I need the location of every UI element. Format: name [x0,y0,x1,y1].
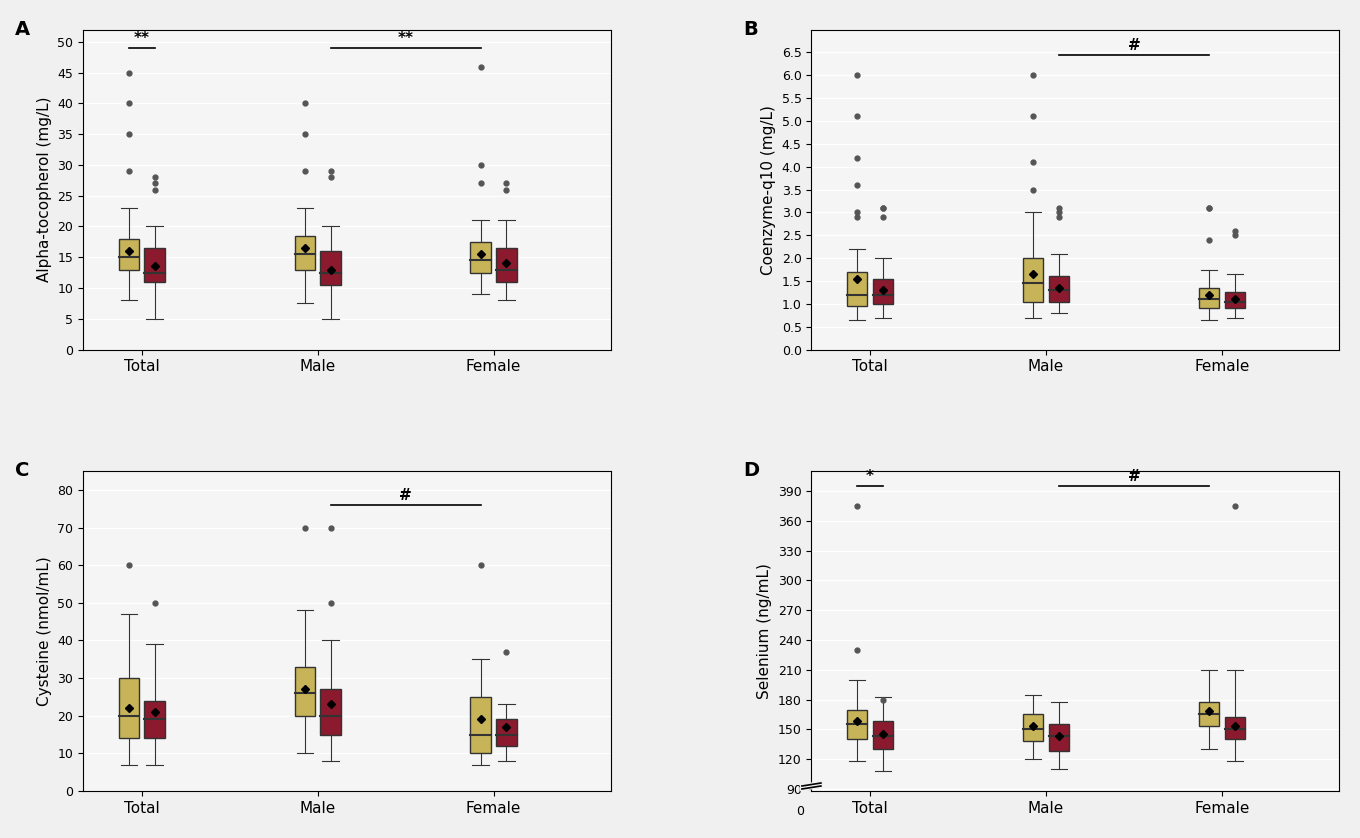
FancyBboxPatch shape [1049,277,1069,302]
FancyBboxPatch shape [1049,724,1069,751]
FancyBboxPatch shape [873,722,894,749]
Text: C: C [15,462,29,480]
FancyBboxPatch shape [496,248,517,282]
FancyBboxPatch shape [144,248,165,282]
Y-axis label: Cysteine (nmol/mL): Cysteine (nmol/mL) [37,556,52,706]
FancyBboxPatch shape [873,279,894,304]
FancyBboxPatch shape [144,701,165,738]
FancyBboxPatch shape [118,678,139,738]
FancyBboxPatch shape [471,242,491,272]
FancyBboxPatch shape [295,235,316,270]
FancyBboxPatch shape [1023,258,1043,302]
Text: D: D [743,462,759,480]
Text: #: # [400,489,412,504]
FancyBboxPatch shape [471,697,491,753]
Text: **: ** [397,32,413,46]
Text: B: B [743,20,758,39]
FancyBboxPatch shape [1198,287,1220,308]
FancyBboxPatch shape [1198,701,1220,727]
FancyBboxPatch shape [321,690,341,735]
FancyBboxPatch shape [847,710,868,739]
FancyBboxPatch shape [1224,292,1244,308]
Y-axis label: Alpha-tocopherol (mg/L): Alpha-tocopherol (mg/L) [37,97,52,282]
Text: #: # [1127,469,1140,484]
FancyBboxPatch shape [1224,717,1244,739]
Text: **: ** [133,32,150,46]
FancyBboxPatch shape [847,272,868,306]
Text: *: * [866,469,874,484]
Y-axis label: Selenium (ng/mL): Selenium (ng/mL) [758,563,772,699]
FancyBboxPatch shape [496,720,517,746]
Text: #: # [1127,39,1140,53]
Y-axis label: Coenzyme-q10 (mg/L): Coenzyme-q10 (mg/L) [762,105,777,275]
Text: 0: 0 [796,805,804,819]
FancyBboxPatch shape [118,239,139,270]
FancyBboxPatch shape [1023,715,1043,742]
FancyBboxPatch shape [295,667,316,716]
Text: A: A [15,20,30,39]
FancyBboxPatch shape [321,251,341,285]
